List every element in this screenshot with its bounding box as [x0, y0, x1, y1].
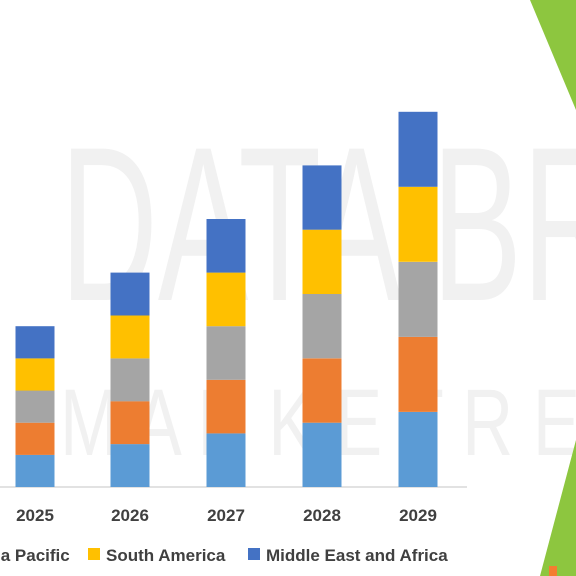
legend-swatch-3 — [248, 548, 260, 560]
legend-swatch-2 — [88, 548, 100, 560]
bar-segment-2028-series-1 — [302, 422, 342, 487]
legend-label-1: ia Pacific — [0, 546, 70, 565]
x-axis-ticks: 2025 2026 2027 2028 2029 — [16, 506, 437, 525]
bar-segment-2025-series-4 — [15, 358, 55, 391]
x-tick-label-2028: 2028 — [303, 506, 341, 525]
legend-label-2: South America — [106, 546, 226, 565]
legend-label-3: Middle East and Africa — [266, 546, 448, 565]
bar-segment-2028-series-2 — [302, 358, 342, 423]
green-accent-shape-bottom — [540, 440, 576, 576]
bar-segment-2028-series-4 — [302, 229, 342, 294]
bar-segment-2027-series-2 — [206, 379, 246, 434]
bar-segment-2026-series-2 — [110, 401, 150, 445]
bar-segment-2027-series-4 — [206, 272, 246, 327]
bar-segment-2029-series-3 — [398, 261, 438, 337]
bar-segment-2026-series-3 — [110, 358, 150, 402]
bar-segment-2029-series-4 — [398, 186, 438, 262]
bar-segment-2025-series-3 — [15, 390, 55, 423]
bar-segment-2029-series-2 — [398, 336, 438, 412]
x-tick-label-2027: 2027 — [207, 506, 245, 525]
bar-segment-2026-series-4 — [110, 315, 150, 359]
bar-segment-2029-series-5 — [398, 111, 438, 187]
bar-segment-2026-series-1 — [110, 444, 150, 487]
bars-group — [15, 111, 438, 487]
x-tick-label-2029: 2029 — [399, 506, 437, 525]
bar-segment-2027-series-1 — [206, 433, 246, 487]
bar-segment-2028-series-5 — [302, 165, 342, 230]
legend: ia Pacific South America Middle East and A… — [0, 546, 448, 565]
bar-segment-2027-series-3 — [206, 326, 246, 380]
orange-accent-mark — [549, 566, 557, 576]
green-accent-shape — [530, 0, 576, 110]
bar-segment-2025-series-2 — [15, 422, 55, 455]
x-tick-label-2026: 2026 — [111, 506, 149, 525]
bar-segment-2029-series-1 — [398, 412, 438, 487]
x-tick-label-2025: 2025 — [16, 506, 54, 525]
bar-segment-2026-series-5 — [110, 272, 150, 316]
bar-segment-2028-series-3 — [302, 294, 342, 359]
bar-segment-2027-series-5 — [206, 219, 246, 273]
bar-segment-2025-series-1 — [15, 454, 55, 487]
bar-segment-2025-series-5 — [15, 326, 55, 359]
